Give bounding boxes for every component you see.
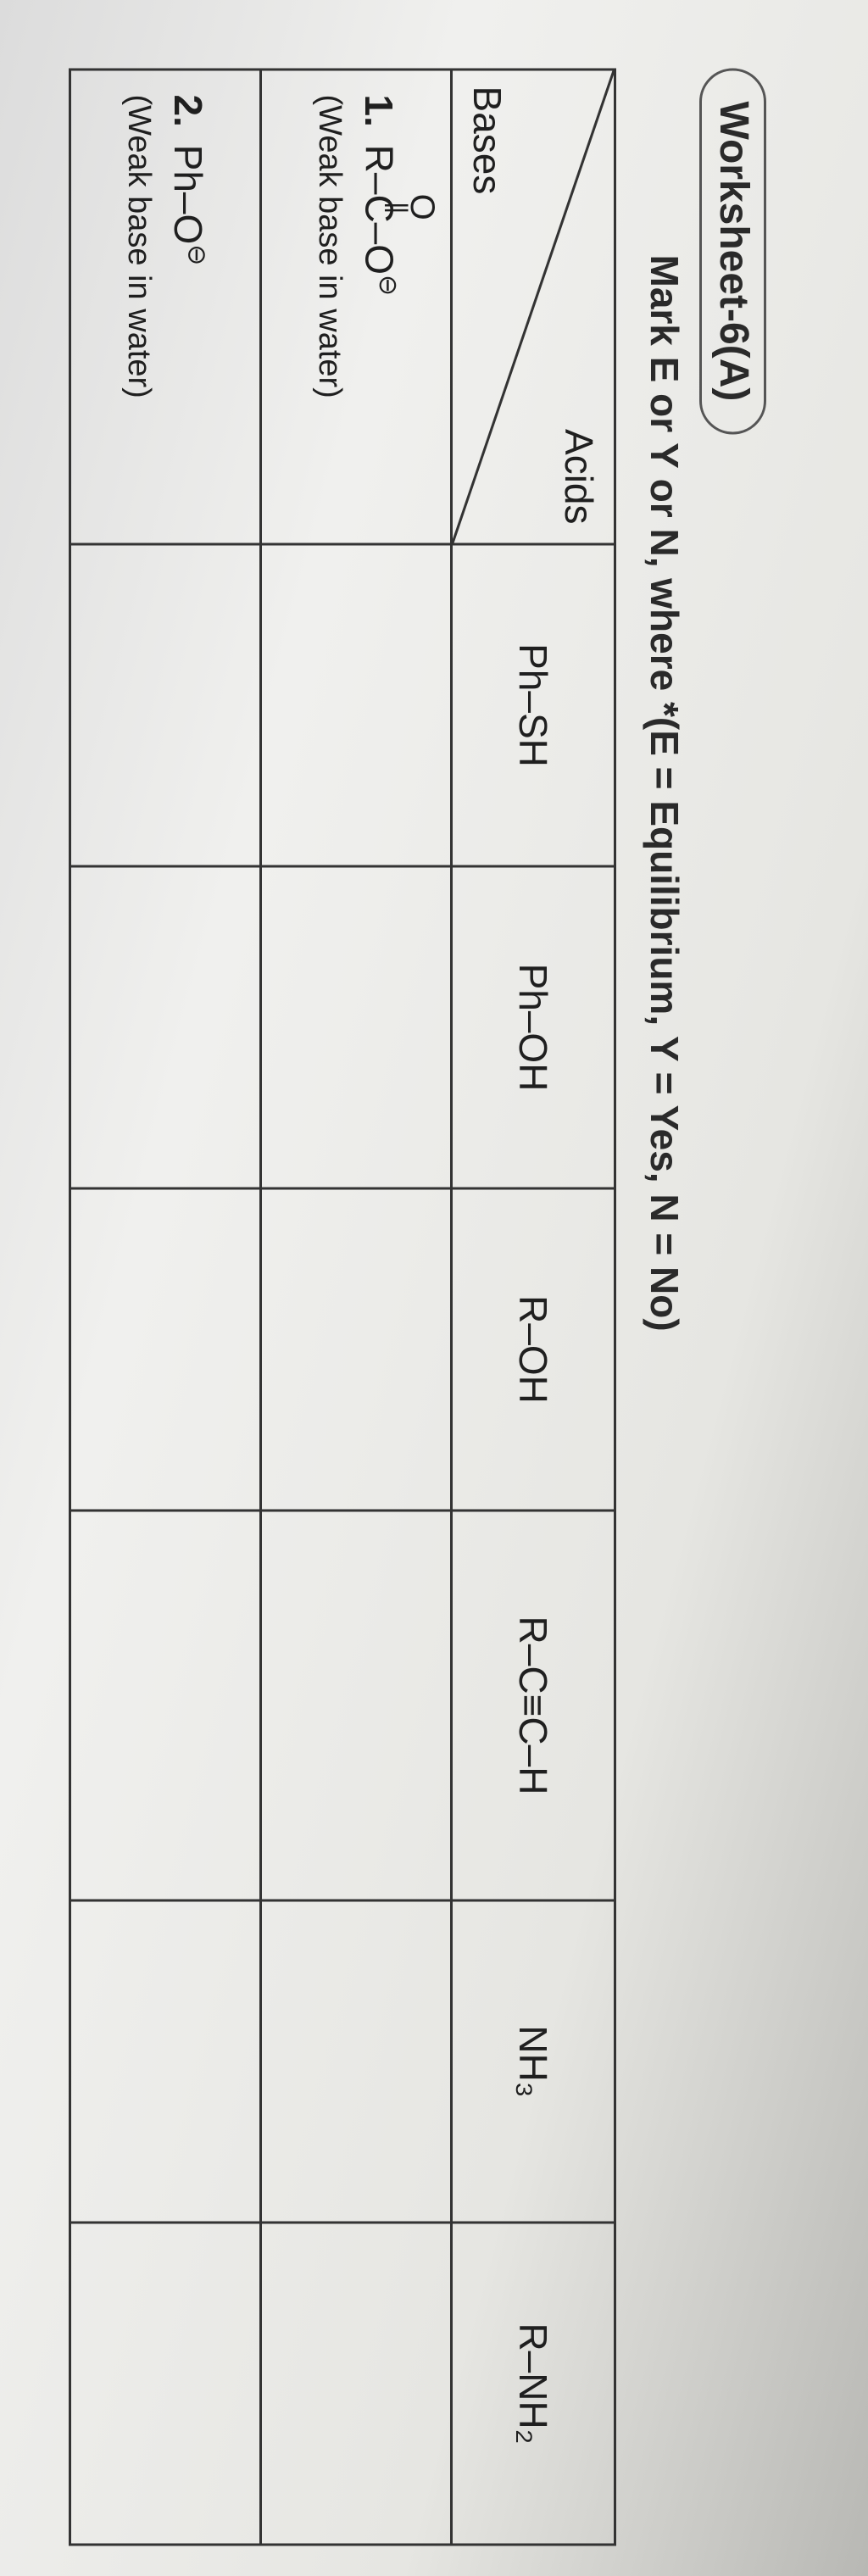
acid-header-6: R–NH₂ (452, 2223, 615, 2545)
rotated-content: Worksheet-6(A) Mark E or Y or N, where *… (0, 0, 868, 2576)
cell-r2-c3[interactable] (70, 1188, 261, 1511)
instruction-text: Mark E or Y or N, where *(E = Equilibriu… (642, 68, 687, 2525)
acids-label: Acids (556, 429, 602, 524)
header-row: Bases Acids Ph–SH Ph–OH R–OH R–C≡C–H NH₃… (452, 70, 615, 2545)
row2-num: 2. (166, 94, 210, 126)
row1-num: 1. (358, 94, 402, 126)
cell-r2-c6[interactable] (70, 2223, 261, 2545)
acid-header-5: NH₃ (452, 1900, 615, 2223)
worksheet-label: Worksheet-6(A) (699, 68, 766, 434)
page: Worksheet-6(A) Mark E or Y or N, where *… (0, 0, 868, 2576)
cell-r2-c2[interactable] (70, 866, 261, 1188)
acid-header-1: Ph–SH (452, 544, 615, 866)
cell-r1-c3[interactable] (261, 1188, 452, 1511)
cell-r2-c1[interactable] (70, 544, 261, 866)
base-row-2-label: 2. Ph–O⊖ (Weak base in water) (70, 70, 261, 544)
cell-r2-c5[interactable] (70, 1900, 261, 2223)
worksheet-sheet: Worksheet-6(A) Mark E or Y or N, where *… (0, 0, 868, 2576)
acid-base-table: Bases Acids Ph–SH Ph–OH R–OH R–C≡C–H NH₃… (69, 68, 616, 2545)
heading-block: Worksheet-6(A) Mark E or Y or N, where *… (642, 68, 766, 2525)
base-row-2: 2. Ph–O⊖ (Weak base in water) (70, 70, 261, 2545)
cell-r1-c5[interactable] (261, 1900, 452, 2223)
diagonal-split: Bases Acids (453, 70, 614, 542)
base-row-1: 1. O|| R–C–O⊖ (Weak base in water) (261, 70, 452, 2545)
row2-note: (Weak base in water) (118, 94, 159, 527)
acid-header-3: R–OH (452, 1188, 615, 1511)
cell-r1-c2[interactable] (261, 866, 452, 1188)
cell-r1-c1[interactable] (261, 544, 452, 866)
row2-formula: Ph–O⊖ (166, 144, 210, 265)
row1-note: (Weak base in water) (309, 94, 350, 527)
cell-r1-c6[interactable] (261, 2223, 452, 2545)
cell-r1-c4[interactable] (261, 1511, 452, 1900)
cell-r2-c4[interactable] (70, 1511, 261, 1900)
corner-cell: Bases Acids (452, 70, 615, 544)
acid-header-4: R–C≡C–H (452, 1511, 615, 1900)
base-row-1-label: 1. O|| R–C–O⊖ (Weak base in water) (261, 70, 452, 544)
bases-label: Bases (465, 86, 510, 194)
acid-header-2: Ph–OH (452, 866, 615, 1188)
row1-formula: O|| R–C–O⊖ (360, 144, 400, 295)
